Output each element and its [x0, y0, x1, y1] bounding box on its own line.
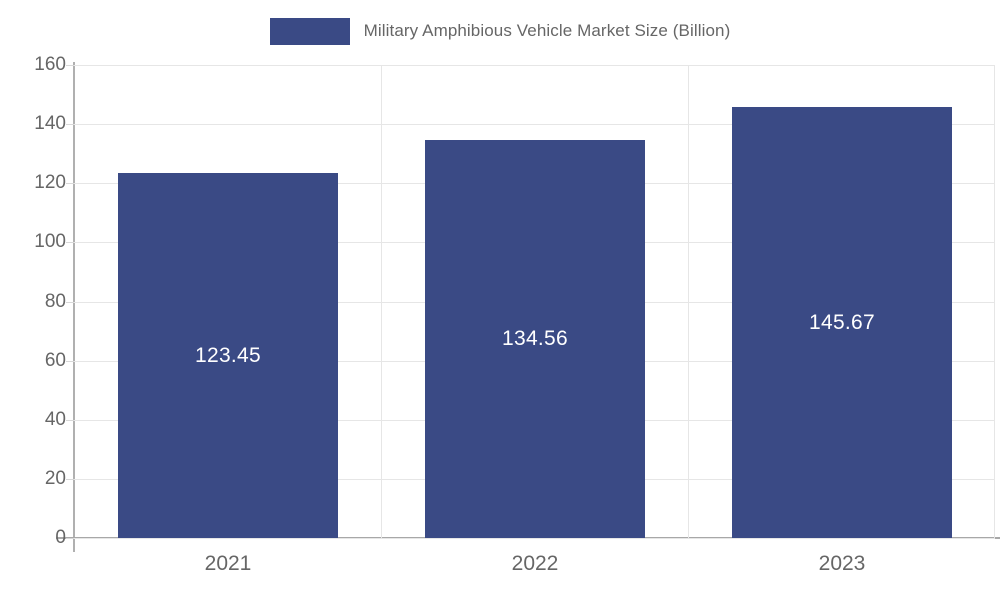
y-axis-tick-label: 100	[34, 231, 66, 253]
y-axis-tick-mark	[66, 538, 74, 539]
x-axis-tick-label: 2022	[511, 552, 559, 575]
y-axis-tick-label: 20	[44, 467, 66, 489]
y-axis-tick-mark	[66, 301, 74, 303]
y-axis-tick-mark	[66, 419, 74, 421]
y-axis-tick-label: 120	[34, 172, 66, 194]
legend-item-market-size[interactable]: Military Amphibious Vehicle Market Size …	[269, 17, 731, 45]
x-axis-tick-label: 2021	[204, 552, 252, 575]
y-axis-tick-label: 40	[44, 408, 66, 430]
y-axis-tick-mark	[66, 65, 74, 66]
y-axis-tick-mark	[66, 478, 74, 480]
y-axis-tick-labels: 0 20 40 60 80 100 120 140 160	[0, 54, 74, 548]
x-axis-tick-label: 2023	[818, 552, 866, 575]
y-axis-tick-label: 80	[44, 290, 66, 312]
legend-color-swatch-icon	[269, 17, 350, 45]
y-axis-tick-label: 160	[34, 54, 66, 75]
y-axis-line	[73, 62, 75, 552]
y-axis-tick-label: 60	[44, 349, 66, 371]
y-axis-tick-mark	[66, 183, 74, 185]
plot-area: 123.45 134.56 145.67	[74, 65, 995, 539]
bar-value-label: 145.67	[808, 310, 876, 334]
bar-2021[interactable]: 123.45	[118, 173, 338, 538]
x-axis-tick-labels: 2021 2022 2023	[74, 552, 995, 592]
y-axis-tick-label: 0	[55, 527, 66, 548]
y-axis-tick-mark	[66, 360, 74, 362]
bar-value-label: 134.56	[501, 327, 569, 351]
legend-item-label: Military Amphibious Vehicle Market Size …	[363, 21, 731, 40]
y-axis-tick-mark	[66, 124, 74, 126]
chart-legend: Military Amphibious Vehicle Market Size …	[0, 14, 1000, 48]
bar-2023[interactable]: 145.67	[732, 107, 952, 538]
y-axis-tick-mark	[66, 242, 74, 244]
bar-value-label: 123.45	[194, 343, 262, 367]
bar-2022[interactable]: 134.56	[425, 140, 645, 538]
bar-series: 123.45 134.56 145.67	[74, 65, 995, 538]
y-axis-tick-label: 140	[34, 113, 66, 135]
